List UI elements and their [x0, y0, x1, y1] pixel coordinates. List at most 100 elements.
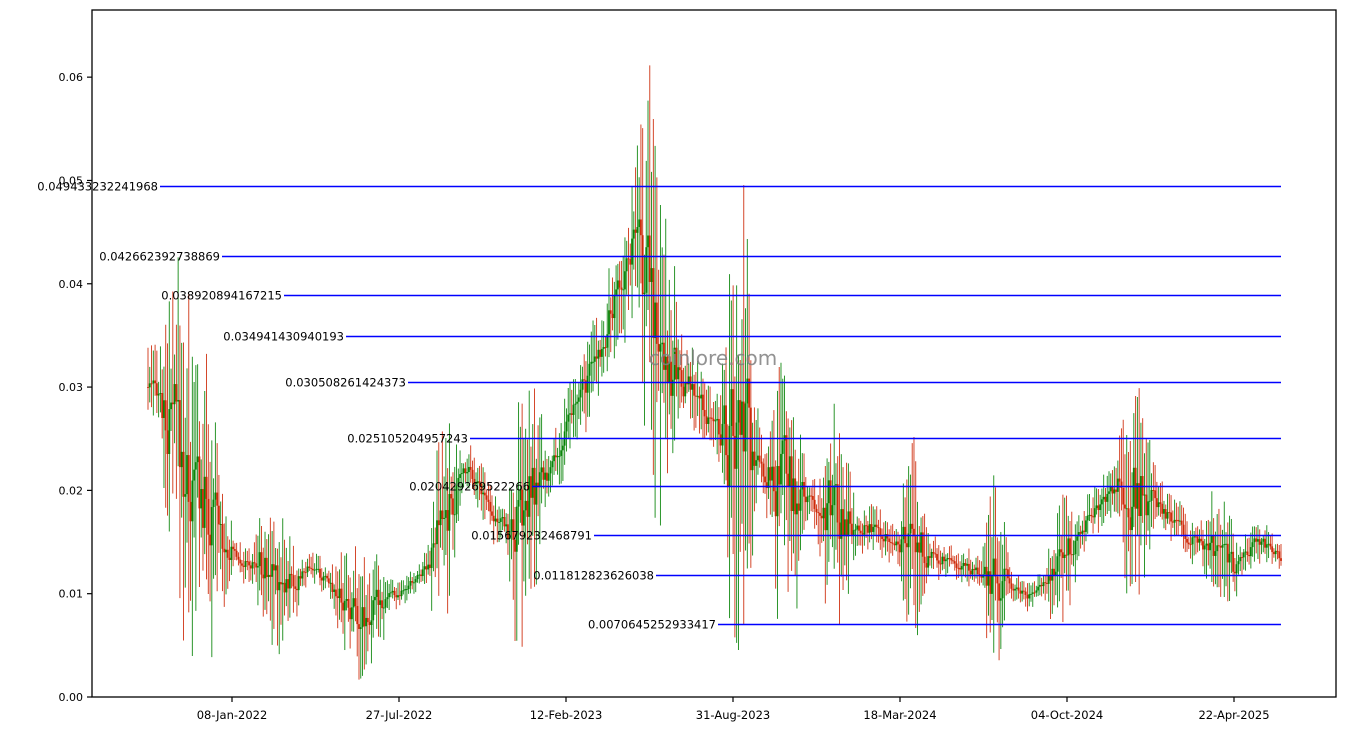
candle-body — [450, 494, 453, 499]
candle-body — [781, 440, 784, 454]
candle-body — [703, 409, 706, 417]
level-label: 0.038920894167215 — [161, 289, 282, 303]
candle-body — [558, 455, 561, 457]
candle-body — [459, 474, 462, 478]
candle-body — [1063, 554, 1066, 558]
candle-body — [560, 450, 563, 456]
candle-body — [384, 599, 387, 608]
candle-body — [483, 492, 486, 496]
candle-body — [787, 473, 790, 487]
candle-body — [482, 492, 485, 495]
candle-body — [1019, 590, 1022, 594]
candle-body — [508, 531, 511, 539]
candle-body — [930, 551, 933, 558]
candle-body — [696, 395, 699, 397]
candle-body — [1159, 502, 1162, 504]
candle-body — [950, 558, 953, 561]
candle-body — [675, 347, 678, 380]
candle-body — [923, 556, 926, 564]
candle-body — [567, 414, 570, 422]
candle-body — [992, 558, 995, 577]
candle-body — [526, 500, 529, 517]
candle-body — [333, 589, 336, 592]
candle-body — [900, 539, 903, 553]
candle-body — [905, 543, 908, 548]
candle-body — [398, 595, 401, 597]
candle-body — [1274, 550, 1277, 555]
candle-body — [338, 588, 341, 599]
candle-body — [503, 517, 506, 527]
candle-body — [359, 627, 362, 629]
candle-body — [1049, 576, 1052, 581]
candle-body — [842, 509, 844, 536]
candle-body — [491, 511, 493, 516]
y-axis-tick-label: 0.03 — [59, 381, 84, 394]
candle-body — [577, 397, 580, 402]
candle-body — [872, 526, 875, 532]
candle-body — [1253, 538, 1256, 543]
candle-body — [320, 577, 323, 581]
x-axis-tick-label: 27-Jul-2022 — [366, 708, 433, 722]
candle-body — [464, 468, 467, 474]
candle-body — [1129, 517, 1132, 531]
candle-body — [998, 583, 1001, 601]
candle-body — [655, 302, 658, 344]
candle-body — [1079, 532, 1082, 534]
candle-body — [764, 476, 766, 483]
candle-body — [184, 494, 187, 497]
candle-body — [535, 482, 538, 505]
candle-body — [969, 570, 972, 575]
candle-body — [421, 569, 424, 577]
candle-body — [159, 393, 162, 394]
candle-body — [501, 517, 504, 519]
candle-body — [1097, 505, 1100, 511]
candle-body — [272, 564, 275, 571]
candle-body — [1072, 554, 1075, 556]
candle-body — [962, 562, 965, 567]
candle-body — [943, 556, 946, 562]
level-label: 0.011812823626038 — [533, 569, 654, 583]
candle-body — [980, 576, 983, 578]
candle-body — [391, 590, 394, 593]
candle-body — [1095, 505, 1098, 509]
candle-body — [1163, 509, 1165, 514]
candle-body — [221, 524, 224, 549]
candle-body — [1269, 543, 1272, 547]
candle-body — [182, 451, 185, 497]
candle-body — [774, 491, 777, 517]
candle-body — [1024, 591, 1027, 595]
candle-body — [723, 405, 726, 424]
candle-body — [1170, 512, 1173, 522]
candle-body — [551, 461, 554, 468]
candle-body — [1026, 594, 1029, 599]
candle-body — [1083, 530, 1086, 532]
candle-body — [590, 361, 593, 364]
candle-body — [469, 466, 472, 470]
candle-body — [389, 592, 392, 594]
candle-body — [622, 289, 625, 291]
candle-body — [920, 532, 923, 553]
candle-body — [1125, 508, 1128, 510]
candle-body — [1280, 558, 1282, 561]
candle-body — [881, 536, 884, 540]
candle-body — [631, 238, 633, 265]
candle-body — [1271, 546, 1274, 553]
candle-body — [1177, 519, 1180, 522]
candle-body — [402, 590, 405, 592]
candle-body — [767, 467, 770, 489]
candle-body — [971, 568, 974, 575]
x-axis-tick-label: 22-Apr-2025 — [1198, 708, 1269, 722]
candle-body — [1193, 536, 1196, 538]
candle-body — [854, 529, 857, 531]
candle-body — [437, 520, 440, 526]
candle-body — [975, 567, 977, 571]
candle-body — [1092, 516, 1094, 518]
candle-body — [260, 552, 263, 575]
candle-body — [803, 481, 805, 497]
candle-body — [335, 589, 337, 597]
candle-body — [1077, 532, 1080, 537]
candle-body — [274, 565, 277, 571]
candle-body — [209, 534, 212, 546]
candle-body — [1044, 582, 1047, 584]
candle-body — [955, 563, 958, 568]
